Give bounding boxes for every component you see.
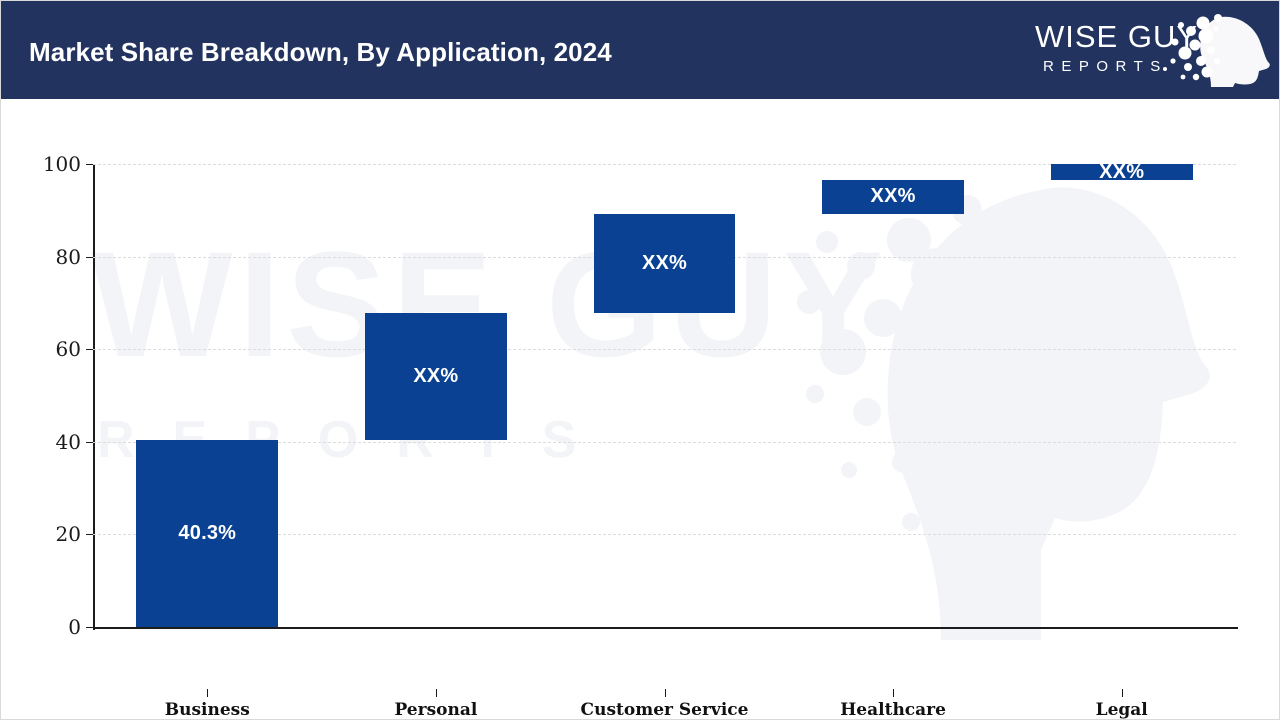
y-tick-mark xyxy=(86,349,93,351)
y-tick-mark xyxy=(86,627,93,628)
x-category-label: Healthcare xyxy=(840,700,946,720)
chart-canvas: WISE GUY REPORTS xyxy=(1,100,1279,719)
x-tick-mark xyxy=(664,689,666,697)
y-tick-label: 100 xyxy=(42,152,81,176)
bar-value-label: XX% xyxy=(413,365,459,387)
y-tick-mark xyxy=(86,441,93,443)
page-header: Market Share Breakdown, By Application, … xyxy=(1,1,1279,99)
x-tick-mark xyxy=(207,689,209,697)
bar-value-label: XX% xyxy=(1099,160,1145,183)
bar: XX% xyxy=(822,180,964,214)
bar: XX% xyxy=(593,213,736,313)
y-tick-label: 0 xyxy=(68,615,81,639)
y-tick-mark xyxy=(86,256,93,258)
y-tick-mark xyxy=(86,534,93,536)
y-tick-label: 60 xyxy=(55,337,81,362)
svg-text:WISE GUY: WISE GUY xyxy=(1035,19,1198,54)
wise-guy-reports-logo: WISE GUY REPORTS xyxy=(1025,9,1273,89)
bar-value-label: XX% xyxy=(641,251,688,274)
y-tick-label: 20 xyxy=(55,522,81,547)
bar: XX% xyxy=(365,312,507,441)
plot-area: 0 20 40 60 80 100 40.3% XX% XX% XX% XX% Business … xyxy=(43,152,1236,719)
gridline xyxy=(93,349,1236,351)
x-tick-mark xyxy=(435,689,437,697)
x-category-label: Legal Services xyxy=(1095,700,1148,720)
bar-value-label: XX% xyxy=(870,185,916,208)
x-tick-mark xyxy=(1121,689,1123,697)
page-title: Market Share Breakdown, By Application, … xyxy=(29,37,612,67)
bar: 40.3% xyxy=(136,440,279,627)
x-tick-mark xyxy=(893,689,895,697)
x-category-label: Customer Service xyxy=(580,700,749,720)
y-tick-label: 80 xyxy=(55,244,81,269)
x-category-label: Business Communication xyxy=(164,700,250,720)
y-tick-label: 40 xyxy=(55,429,81,454)
bar: XX% xyxy=(1050,161,1193,183)
gridline xyxy=(93,534,1236,536)
y-axis-spine xyxy=(93,164,95,630)
x-category-label: Personal Communication xyxy=(394,700,478,720)
svg-text:REPORTS: REPORTS xyxy=(1043,58,1168,75)
y-tick-mark xyxy=(86,164,93,165)
x-axis-spine xyxy=(93,627,1238,629)
gridline xyxy=(93,164,1236,165)
gridline xyxy=(93,441,1236,443)
bar-value-label: 40.3% xyxy=(178,522,237,545)
